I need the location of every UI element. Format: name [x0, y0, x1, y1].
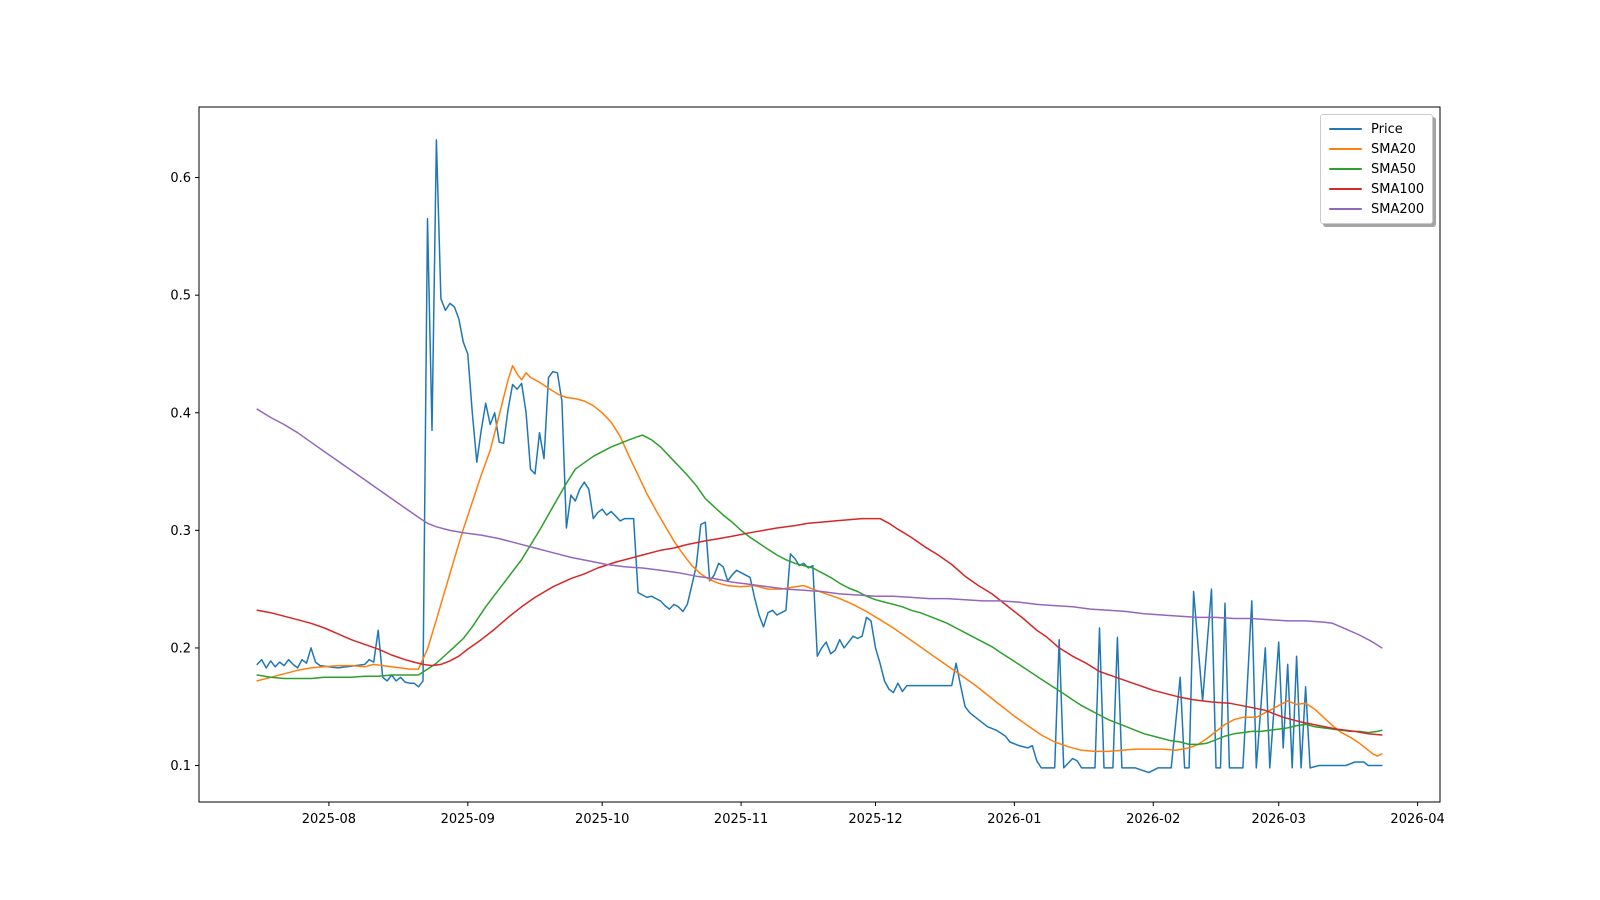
y-tick-label: 0.3 [170, 524, 191, 539]
legend-entry-sma200: SMA200 [1329, 199, 1424, 219]
sma200-line [256, 408, 1383, 649]
y-tick-label: 0.4 [170, 406, 191, 421]
x-tick-label: 2025-08 [302, 812, 356, 827]
legend-line-sample [1329, 128, 1362, 130]
x-tick-label: 2025-09 [441, 812, 495, 827]
legend-label: SMA100 [1371, 181, 1425, 197]
x-tick-label: 2025-12 [848, 812, 902, 827]
legend-label: Price [1371, 121, 1403, 137]
legend-entry-sma20: SMA20 [1329, 139, 1424, 159]
legend-label: SMA20 [1371, 141, 1416, 157]
axes-frame [198, 106, 1441, 803]
x-tick-label: 2025-10 [575, 812, 629, 827]
x-tick-label: 2026-03 [1252, 812, 1306, 827]
legend-entry-sma50: SMA50 [1329, 159, 1424, 179]
x-tick-label: 2026-04 [1390, 812, 1444, 827]
legend-entry-price: Price [1329, 119, 1424, 139]
x-tick-label: 2025-11 [714, 812, 768, 827]
y-tick-label: 0.2 [170, 641, 191, 656]
y-tick-label: 0.1 [170, 759, 191, 774]
legend: Price SMA20 SMA50 SMA100 SMA200 [1320, 114, 1434, 224]
y-tick-label: 0.5 [170, 289, 191, 304]
legend-line-sample [1329, 148, 1362, 150]
legend-line-sample [1329, 208, 1362, 210]
sma20-line [256, 364, 1383, 757]
sma50-line [256, 434, 1383, 746]
legend-label: SMA200 [1371, 201, 1425, 217]
price-line [256, 139, 1383, 774]
legend-line-sample [1329, 168, 1362, 170]
x-tick-label: 2026-02 [1126, 812, 1180, 827]
y-tick-label: 0.6 [170, 171, 191, 186]
legend-label: SMA50 [1371, 161, 1416, 177]
legend-line-sample [1329, 188, 1362, 190]
sma100-line [256, 517, 1383, 736]
x-tick-label: 2026-01 [987, 812, 1041, 827]
legend-entry-sma100: SMA100 [1329, 179, 1424, 199]
